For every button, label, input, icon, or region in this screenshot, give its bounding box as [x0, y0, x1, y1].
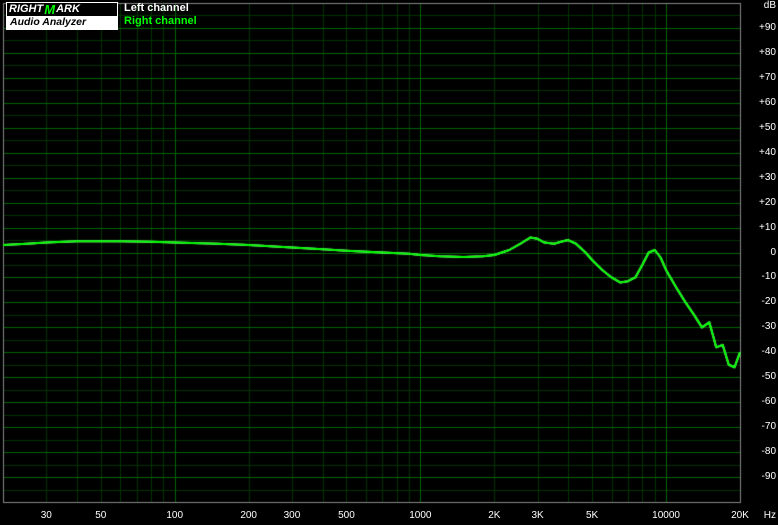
x-tick-label: 500 [338, 510, 355, 521]
legend-right-channel: Right channel [124, 15, 197, 28]
y-tick-label: +60 [759, 97, 776, 108]
y-tick-label: -80 [762, 446, 776, 457]
y-tick-label: -30 [762, 321, 776, 332]
y-tick-label: -60 [762, 396, 776, 407]
legend-left-channel: Left channel [124, 2, 197, 15]
y-tick-label: +40 [759, 147, 776, 158]
y-tick-label: -40 [762, 346, 776, 357]
y-tick-label: +20 [759, 197, 776, 208]
logo-text-right: RIGHT [9, 3, 43, 16]
y-tick-label: 0 [770, 247, 776, 258]
logo-text-bottom: Audio Analyzer [7, 16, 117, 29]
y-tick-label: -50 [762, 371, 776, 382]
x-axis-label: Hz [764, 510, 776, 521]
y-tick-label: +70 [759, 72, 776, 83]
y-tick-label: +30 [759, 172, 776, 183]
chart-container: RIGHT M ARK Audio Analyzer Left channel … [0, 0, 778, 525]
chart-legend: Left channel Right channel [124, 2, 197, 28]
x-tick-label: 2K [488, 510, 500, 521]
y-axis-label: dB [764, 0, 776, 11]
x-tick-label: 100 [166, 510, 183, 521]
y-tick-label: -70 [762, 421, 776, 432]
x-tick-label: 50 [95, 510, 106, 521]
y-tick-label: +10 [759, 222, 776, 233]
x-tick-label: 3K [531, 510, 543, 521]
x-tick-label: 20K [731, 510, 749, 521]
x-tick-label: 1000 [409, 510, 431, 521]
logo-text-ark: ARK [56, 3, 80, 16]
frequency-response-chart [0, 0, 778, 525]
y-tick-label: -90 [762, 471, 776, 482]
y-tick-label: -10 [762, 271, 776, 282]
y-tick-label: +90 [759, 22, 776, 33]
logo-mark-icon: M [43, 3, 56, 16]
x-tick-label: 30 [41, 510, 52, 521]
x-tick-label: 5K [586, 510, 598, 521]
y-tick-label: +80 [759, 47, 776, 58]
x-tick-label: 300 [284, 510, 301, 521]
rightmark-logo: RIGHT M ARK Audio Analyzer [6, 2, 118, 30]
x-tick-label: 200 [240, 510, 257, 521]
y-tick-label: -20 [762, 296, 776, 307]
y-tick-label: +50 [759, 122, 776, 133]
x-tick-label: 10000 [652, 510, 680, 521]
